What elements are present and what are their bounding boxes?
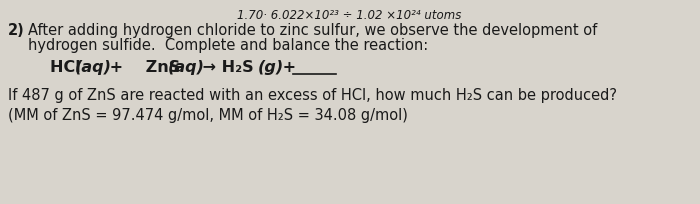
Text: +    ZnS: + ZnS [104,60,186,75]
Text: (aq): (aq) [75,60,112,75]
Text: +: + [277,60,302,75]
Text: After adding hydrogen chloride to zinc sulfur, we observe the development of: After adding hydrogen chloride to zinc s… [27,23,597,38]
Text: (aq): (aq) [168,60,205,75]
Text: hydrogen sulfide.  Complete and balance the reaction:: hydrogen sulfide. Complete and balance t… [27,38,428,53]
Text: HCl: HCl [50,60,86,75]
Text: If 487 g of ZnS are reacted with an excess of HCl, how much H₂S can be produced?: If 487 g of ZnS are reacted with an exce… [8,88,617,103]
Text: (g): (g) [258,60,284,75]
Text: 2): 2) [8,23,25,38]
Text: (MM of ZnS = 97.474 g/mol, MM of H₂S = 34.08 g/mol): (MM of ZnS = 97.474 g/mol, MM of H₂S = 3… [8,108,407,123]
Text: 1.70· 6.022×10²³ ÷ 1.02 ×10²⁴ utoms: 1.70· 6.022×10²³ ÷ 1.02 ×10²⁴ utoms [237,9,461,22]
Text: → H₂S: → H₂S [197,60,259,75]
